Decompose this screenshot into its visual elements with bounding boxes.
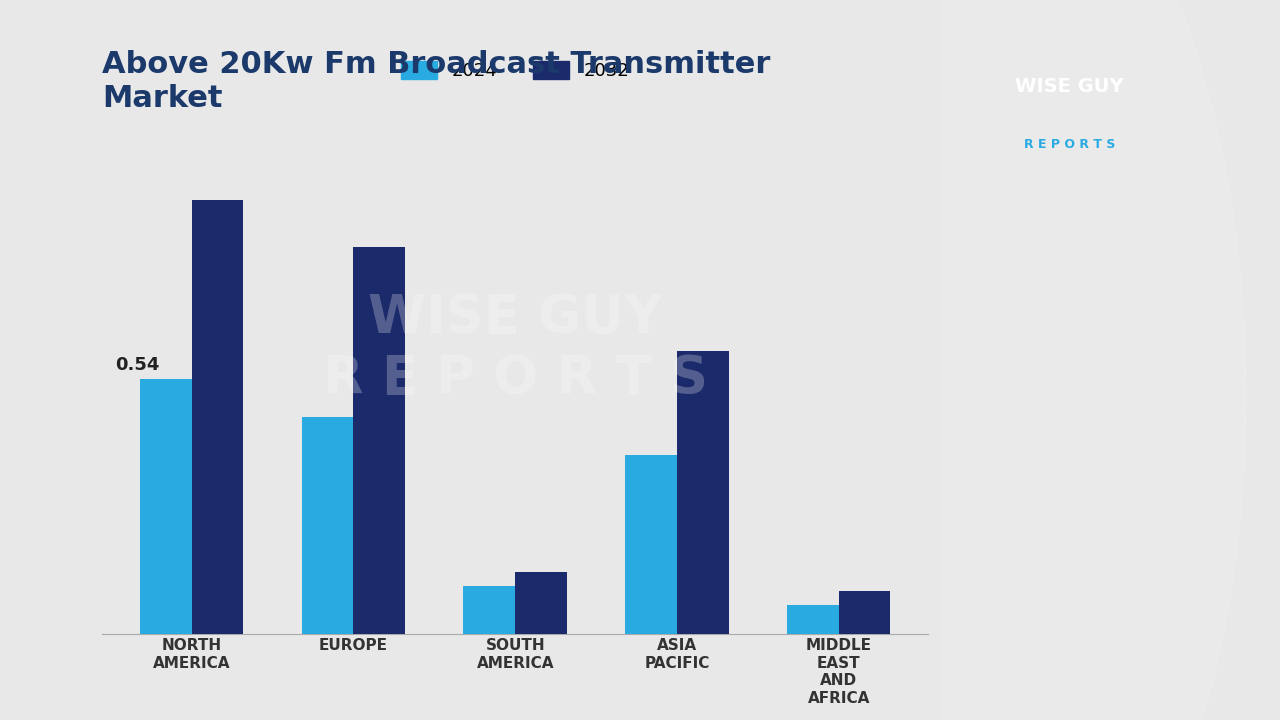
- Bar: [838, 591, 891, 634]
- Text: WISE GUY: WISE GUY: [1015, 77, 1124, 96]
- Text: WISE GUY
R E P O R T S: WISE GUY R E P O R T S: [323, 292, 708, 405]
- Bar: [140, 379, 192, 634]
- Text: 0.54: 0.54: [115, 356, 159, 374]
- Bar: [787, 606, 838, 634]
- Bar: [515, 572, 567, 634]
- Bar: [353, 247, 406, 634]
- Bar: [677, 351, 728, 634]
- Circle shape: [669, 0, 1247, 720]
- Bar: [625, 454, 677, 634]
- Legend: 2024, 2032: 2024, 2032: [392, 52, 639, 89]
- Text: Above 20Kw Fm Broadcast Transmitter
Market: Above 20Kw Fm Broadcast Transmitter Mark…: [102, 50, 771, 113]
- Bar: [192, 200, 243, 634]
- Bar: [302, 417, 353, 634]
- Bar: [463, 587, 515, 634]
- Text: R E P O R T S: R E P O R T S: [1024, 138, 1115, 150]
